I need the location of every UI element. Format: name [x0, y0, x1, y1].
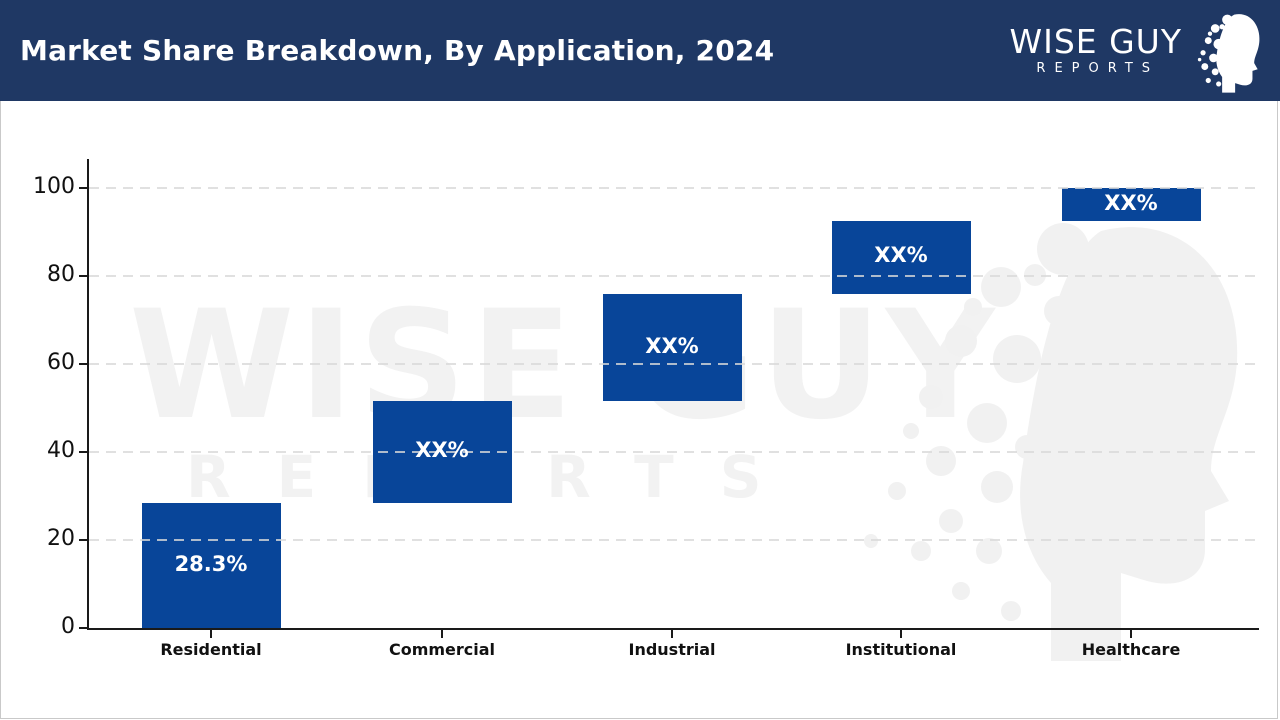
- y-axis-tick-label: 100: [33, 174, 75, 199]
- y-axis-tick: [79, 363, 87, 365]
- watermark-face-icon: [864, 223, 1238, 661]
- x-axis-label-industrial: Industrial: [628, 640, 716, 659]
- chart-title: Market Share Breakdown, By Application, …: [20, 34, 775, 67]
- y-axis-tick-label: 80: [47, 262, 75, 287]
- bar-value-label-industrial: XX%: [645, 333, 699, 358]
- bar-value-label-healthcare: XX%: [1104, 190, 1158, 215]
- y-axis-tick: [79, 275, 87, 277]
- bar-residential: [141, 503, 281, 628]
- bar-industrial: [602, 293, 742, 402]
- x-axis-tick: [1130, 630, 1132, 638]
- chart-area: WISE GUY REPORTS 020406080100Residential…: [0, 101, 1278, 719]
- plot-region: WISE GUY REPORTS 020406080100Residential…: [1, 101, 1279, 718]
- header-bar: Market Share Breakdown, By Application, …: [0, 0, 1280, 101]
- bar-value-label-commercial: XX%: [415, 438, 469, 463]
- x-axis-label-commercial: Commercial: [388, 640, 496, 659]
- y-axis-tick: [79, 451, 87, 453]
- y-axis-tick-label: 0: [61, 614, 75, 639]
- watermark-text-line1: WISE GUY: [129, 279, 999, 453]
- x-axis-line: [87, 628, 1259, 630]
- y-axis-tick-label: 20: [47, 526, 75, 551]
- bar-healthcare: [1061, 188, 1201, 221]
- x-axis-label-institutional: Institutional: [845, 640, 957, 659]
- gridline-80: [89, 275, 1257, 277]
- bar-value-label-residential: 28.3%: [174, 551, 248, 576]
- y-axis-tick-label: 40: [47, 438, 75, 463]
- y-axis-tick: [79, 627, 87, 629]
- brand-logo: WISE GUY REPORTS: [1009, 0, 1262, 101]
- x-axis-tick: [210, 630, 212, 638]
- brand-name: WISE GUY: [1009, 22, 1182, 62]
- x-axis-tick: [671, 630, 673, 638]
- gridline-60: [89, 363, 1257, 365]
- x-axis-tick: [900, 630, 902, 638]
- gridline-20: [89, 539, 1257, 541]
- x-axis-label-residential: Residential: [160, 640, 262, 659]
- gridline-40: [89, 451, 1257, 453]
- brand-logo-text: WISE GUY REPORTS: [1009, 25, 1182, 76]
- y-axis-tick-label: 60: [47, 350, 75, 375]
- x-axis-tick: [441, 630, 443, 638]
- bar-institutional: [831, 221, 971, 294]
- x-axis-label-healthcare: Healthcare: [1081, 640, 1181, 659]
- y-axis-line: [87, 159, 89, 630]
- brand-subname: REPORTS: [1036, 60, 1160, 76]
- y-axis-tick: [79, 539, 87, 541]
- gridline-100: [89, 187, 1257, 189]
- bar-value-label-institutional: XX%: [874, 243, 928, 268]
- logo-face-icon: [1197, 13, 1260, 93]
- y-axis-tick: [79, 187, 87, 189]
